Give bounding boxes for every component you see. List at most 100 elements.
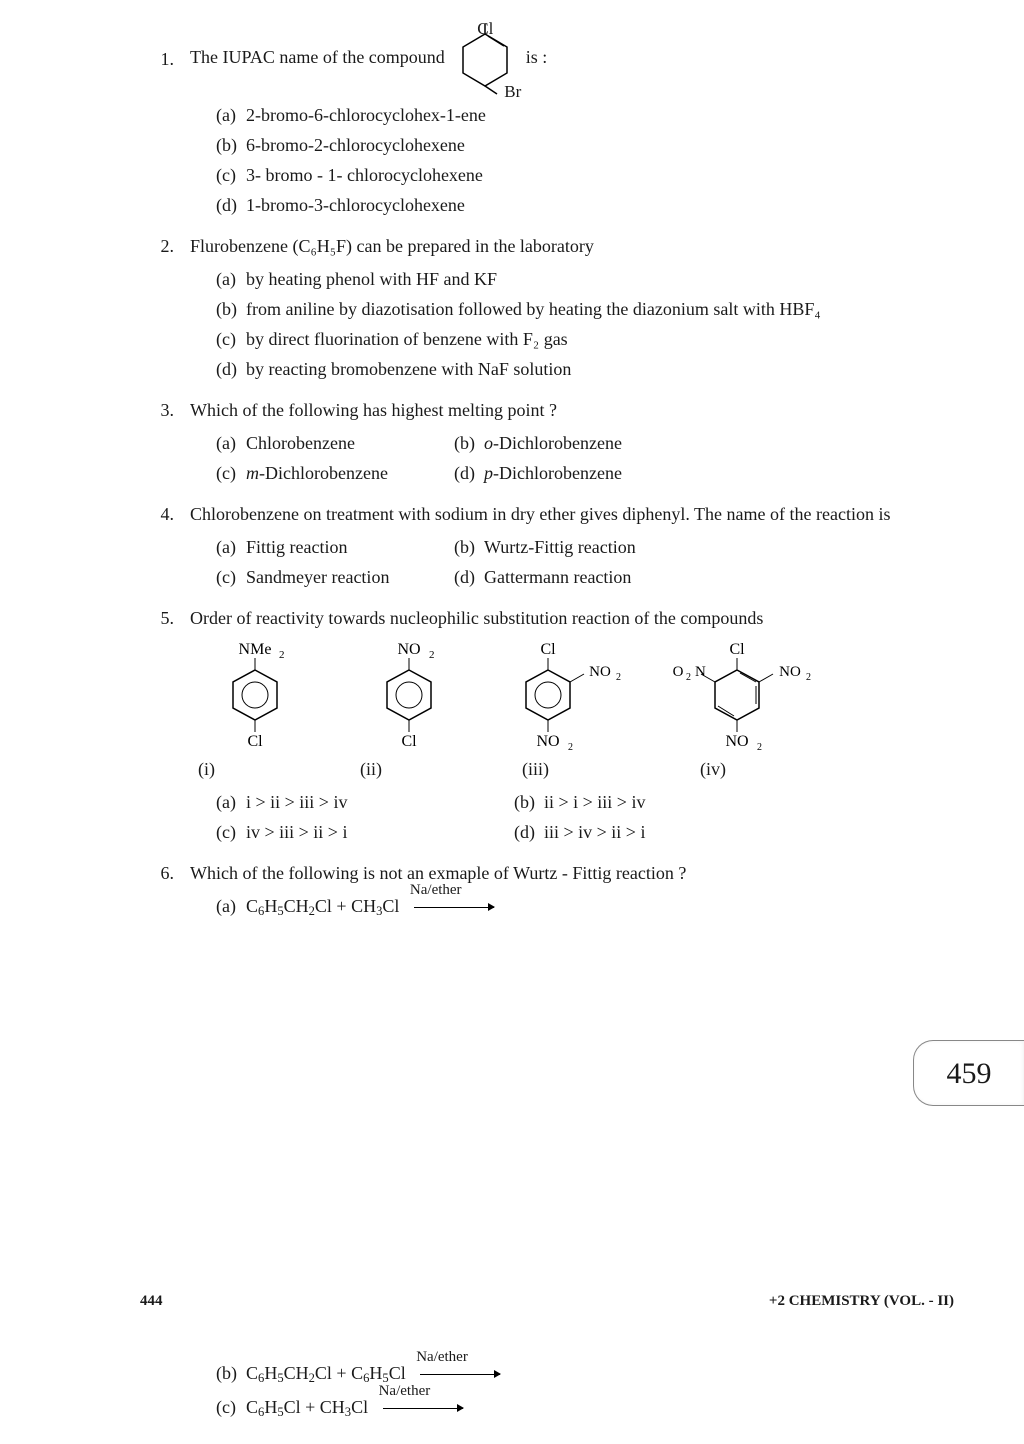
page-footer: 444 +2 CHEMISTRY (VOL. - II) bbox=[0, 1290, 1024, 1313]
q6-options-continued: (b) C6H5CH2Cl + C6H5Cl Na/ether (c) C6H5… bbox=[0, 1360, 1024, 1428]
q2-option-d: by reacting bromobenzene with NaF soluti… bbox=[246, 356, 571, 383]
q1-option-b: 6-bromo-2-chlorocyclohexene bbox=[246, 132, 465, 159]
svg-text:NO: NO bbox=[725, 733, 748, 750]
q5-compounds-row: NMe2 Cl NO2 Cl bbox=[140, 640, 954, 750]
option-label: (b) bbox=[454, 430, 484, 457]
svg-text:2: 2 bbox=[279, 649, 285, 661]
q5-option-b: ii > i > iii > iv bbox=[544, 789, 794, 816]
q3-option-a: Chlorobenzene bbox=[246, 430, 436, 457]
question-5: 5. Order of reactivity towards nucleophi… bbox=[140, 605, 954, 846]
footer-book-title: +2 CHEMISTRY (VOL. - II) bbox=[769, 1290, 954, 1313]
q3-option-c: m-Dichlorobenzene bbox=[246, 460, 436, 487]
option-label: (c) bbox=[216, 564, 246, 591]
svg-text:2: 2 bbox=[686, 672, 691, 683]
svg-text:Cl: Cl bbox=[729, 641, 745, 658]
svg-text:NO: NO bbox=[397, 641, 420, 658]
option-label: (a) bbox=[216, 102, 246, 129]
q4-options: (a)Fittig reaction (b)Wurtz-Fittig react… bbox=[140, 534, 954, 591]
q4-number: 4. bbox=[140, 501, 190, 528]
q2-number: 2. bbox=[140, 233, 190, 260]
q2-option-c: by direct fluorination of benzene with F… bbox=[246, 326, 568, 353]
svg-text:Cl: Cl bbox=[247, 733, 263, 750]
page-number-tab: 459 bbox=[913, 1040, 1024, 1106]
q4-text: Chlorobenzene on treatment with sodium i… bbox=[190, 501, 954, 528]
question-4: 4. Chlorobenzene on treatment with sodiu… bbox=[140, 501, 954, 591]
roman-iv: (iv) bbox=[676, 756, 830, 783]
question-2: 2. Flurobenzene (C₆H₅F) can be prepared … bbox=[140, 233, 954, 383]
q6-options: (a) C6H5CH2Cl + CH3Cl Na/ether bbox=[140, 893, 954, 921]
q5-option-c: iv > iii > ii > i bbox=[246, 819, 496, 846]
q6-option-b: C6H5CH2Cl + C6H5Cl Na/ether bbox=[246, 1360, 506, 1388]
svg-text:Cl: Cl bbox=[401, 733, 417, 750]
q1-struct-top: Cl bbox=[477, 16, 493, 42]
reaction-arrow-icon: Na/ether bbox=[408, 893, 500, 920]
roman-iii: (iii) bbox=[514, 756, 652, 783]
q1-structure-icon: Cl Br bbox=[455, 22, 515, 96]
arrow-label-text: Na/ether bbox=[410, 879, 462, 902]
option-label: (b) bbox=[454, 534, 484, 561]
svg-text:NO: NO bbox=[536, 733, 559, 750]
q3-options: (a)Chlorobenzene (b)o-Dichlorobenzene (c… bbox=[140, 430, 954, 487]
roman-ii: (ii) bbox=[352, 756, 490, 783]
svg-text:2: 2 bbox=[616, 672, 621, 683]
option-label: (c) bbox=[216, 1394, 246, 1421]
svg-text:2: 2 bbox=[568, 742, 573, 750]
option-label: (a) bbox=[216, 534, 246, 561]
option-label: (d) bbox=[216, 356, 246, 383]
svg-text:N: N bbox=[695, 664, 706, 680]
compound-ii: NO 2 Cl bbox=[344, 640, 474, 750]
q5-option-a: i > ii > iii > iv bbox=[246, 789, 496, 816]
q1-options: (a)2-bromo-6-chlorocyclohex-1-ene (b)6-b… bbox=[140, 102, 954, 219]
option-label: (c) bbox=[216, 819, 246, 846]
q1-text: The IUPAC name of the compound Cl Br is … bbox=[190, 22, 954, 96]
q1-option-d: 1-bromo-3-chlorocyclohexene bbox=[246, 192, 465, 219]
option-label: (b) bbox=[514, 789, 544, 816]
q3-option-d: p-Dichlorobenzene bbox=[484, 460, 674, 487]
question-3: 3. Which of the following has highest me… bbox=[140, 397, 954, 487]
q4-option-d: Gattermann reaction bbox=[484, 564, 674, 591]
q2-option-b: from aniline by diazotisation followed b… bbox=[246, 296, 821, 323]
option-label: (a) bbox=[216, 789, 246, 816]
q1-number: 1. bbox=[140, 46, 190, 73]
svg-text:O: O bbox=[673, 664, 684, 680]
question-1: 1. The IUPAC name of the compound Cl Br … bbox=[140, 22, 954, 219]
q5-number: 5. bbox=[140, 605, 190, 632]
option-label: (b) bbox=[216, 296, 246, 323]
arrow-label-text: Na/ether bbox=[416, 1346, 468, 1369]
option-label: (a) bbox=[216, 266, 246, 293]
option-label: (d) bbox=[454, 564, 484, 591]
option-label: (d) bbox=[454, 460, 484, 487]
svg-text:NO: NO bbox=[589, 664, 611, 680]
q6-option-a: C6H5CH2Cl + CH3Cl Na/ether bbox=[246, 893, 500, 921]
q1-text-after: is : bbox=[526, 47, 548, 67]
q4-option-a: Fittig reaction bbox=[246, 534, 436, 561]
q4-option-b: Wurtz-Fittig reaction bbox=[484, 534, 674, 561]
svg-text:2: 2 bbox=[429, 649, 435, 661]
option-label: (a) bbox=[216, 893, 246, 920]
q1-option-c: 3- bromo - 1- chlorocyclohexene bbox=[246, 162, 483, 189]
q4-option-c: Sandmeyer reaction bbox=[246, 564, 436, 591]
option-label: (a) bbox=[216, 430, 246, 457]
q2-options: (a)by heating phenol with HF and KF (b)f… bbox=[140, 266, 954, 383]
q1-text-before: The IUPAC name of the compound bbox=[190, 47, 445, 67]
q3-option-b: o-Dichlorobenzene bbox=[484, 430, 674, 457]
arrow-label-text: Na/ether bbox=[379, 1380, 431, 1403]
svg-text:NO: NO bbox=[779, 664, 801, 680]
svg-text:NMe: NMe bbox=[239, 641, 272, 658]
q2-text: Flurobenzene (C₆H₅F) can be prepared in … bbox=[190, 233, 954, 260]
q3-number: 3. bbox=[140, 397, 190, 424]
q5-option-d: iii > iv > ii > i bbox=[544, 819, 794, 846]
q1-option-a: 2-bromo-6-chlorocyclohex-1-ene bbox=[246, 102, 486, 129]
option-label: (c) bbox=[216, 162, 246, 189]
compound-iv: Cl NO2 O2N NO2 bbox=[652, 640, 822, 750]
q6-option-c: C6H5Cl + CH3Cl Na/ether bbox=[246, 1394, 469, 1422]
option-label: (b) bbox=[216, 1360, 246, 1387]
option-label: (b) bbox=[216, 132, 246, 159]
q6-number: 6. bbox=[140, 860, 190, 887]
svg-text:Cl: Cl bbox=[540, 641, 556, 658]
reaction-arrow-icon: Na/ether bbox=[377, 1394, 469, 1421]
svg-text:2: 2 bbox=[757, 742, 762, 750]
q6-text: Which of the following is not an exmaple… bbox=[190, 860, 954, 887]
option-label: (c) bbox=[216, 326, 246, 353]
svg-text:2: 2 bbox=[806, 672, 811, 683]
